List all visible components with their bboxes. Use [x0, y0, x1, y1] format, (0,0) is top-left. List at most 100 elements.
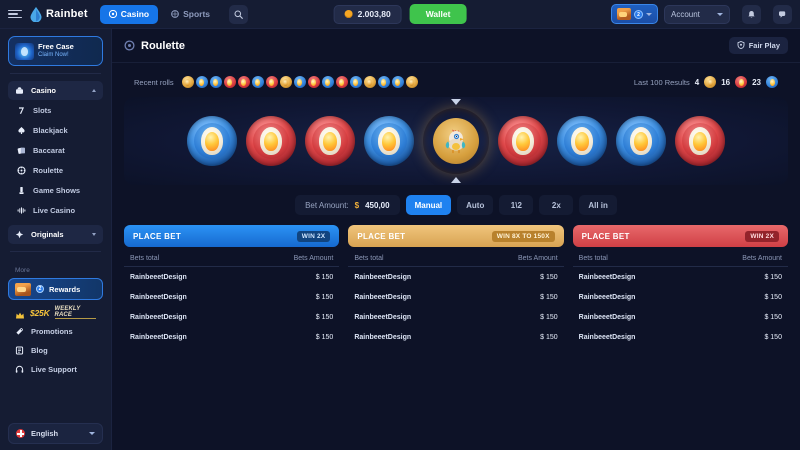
sidebar-item-promotions[interactable]: Promotions: [8, 322, 103, 341]
fair-play-button[interactable]: Fair Play: [728, 37, 788, 54]
brand-name: Rainbet: [46, 8, 88, 20]
bet-amount-cell: $ 150: [315, 293, 334, 301]
tab-sports[interactable]: Sports: [162, 5, 219, 24]
result-count-red: 16: [721, 77, 731, 87]
place-bet-label: PLACE BET: [357, 231, 406, 241]
bet-user-name: RainbeeetDesign: [578, 333, 636, 341]
bet-amount-field[interactable]: Bet Amount: $ 450,00: [295, 195, 400, 215]
bet-user-name: RainbeeetDesign: [578, 313, 636, 321]
game-area: Recent rolls: [112, 63, 800, 450]
bets-table-red: Bets total Bets Amount RainbeeetDesign $…: [572, 255, 788, 347]
table-row[interactable]: RainbeeetDesign $ 150: [348, 307, 563, 327]
rewards-badge: 2: [36, 285, 44, 293]
bet-column-gold: PLACE BET WIN 8X TO 150X Bets total Bets…: [348, 225, 564, 347]
bet-amount-cell: $ 150: [764, 293, 782, 301]
roll-chip: [279, 76, 292, 88]
bet-user-name: RainbeeetDesign: [130, 273, 187, 281]
tab-casino-label: Casino: [120, 9, 150, 19]
roll-chip: [251, 76, 264, 88]
hamburger-icon[interactable]: [8, 9, 22, 19]
sidebar-item-roulette[interactable]: Roulette: [8, 161, 103, 180]
table-row[interactable]: RainbeeetDesign $ 150: [573, 287, 788, 307]
table-row[interactable]: RainbeeetDesign $ 150: [124, 287, 339, 307]
roll-chip: [377, 76, 390, 88]
bet-user-name: RainbeeetDesign: [578, 293, 636, 301]
bet-half-button[interactable]: 1\2: [499, 195, 534, 215]
roll-chip: [181, 76, 194, 88]
table-row[interactable]: RainbeeetDesign $ 150: [124, 267, 339, 287]
sidebar-item-blog[interactable]: Blog: [8, 341, 103, 360]
sidebar-item-game-shows[interactable]: Game Shows: [8, 181, 103, 200]
sidebar-item-baccarat[interactable]: Baccarat: [8, 141, 103, 160]
chat-button[interactable]: [773, 4, 792, 24]
bet-amount-cell: $ 150: [764, 313, 782, 321]
place-bet-button-red[interactable]: PLACE BET WIN 2X: [572, 225, 788, 247]
table-row[interactable]: RainbeeetDesign $ 150: [348, 287, 563, 307]
game-shows-icon: [17, 186, 26, 195]
brand-logo[interactable]: Rainbet: [30, 6, 88, 22]
place-bet-button-blue[interactable]: PLACE BET WIN 2X: [124, 225, 340, 247]
bet-all-in-button[interactable]: All in: [579, 195, 617, 215]
balance-display[interactable]: 2.003,80: [333, 4, 402, 24]
bet-amount-cell: $ 150: [540, 293, 558, 301]
bet-user-name: RainbeeetDesign: [130, 333, 187, 341]
sidebar-item-originals[interactable]: Originals: [8, 225, 103, 244]
sidebar-item-live-casino[interactable]: Live Casino: [8, 201, 103, 220]
tab-sports-label: Sports: [183, 9, 211, 19]
place-bet-button-gold[interactable]: PLACE BET WIN 8X TO 150X: [348, 225, 564, 247]
last-results-label: Last 100 Results: [633, 77, 690, 87]
col-bets-amount: Bets Amount: [517, 255, 558, 262]
table-row[interactable]: RainbeeetDesign $ 150: [573, 307, 788, 327]
originals-icon: [15, 230, 24, 239]
sidebar-item-live-support[interactable]: Live Support: [8, 360, 103, 379]
reel-coin-blue: [557, 116, 607, 166]
tab-casino[interactable]: Casino: [99, 4, 159, 24]
roll-chip: [307, 76, 320, 88]
table-row[interactable]: RainbeeetDesign $ 150: [348, 327, 563, 347]
bets-table-gold: Bets total Bets Amount RainbeeetDesign $…: [348, 255, 564, 347]
rank-chip[interactable]: 2: [611, 4, 658, 24]
bet-amount-cell: $ 150: [315, 273, 334, 281]
top-navigation-bar: Rainbet Casino Sports: [0, 0, 800, 29]
app-body: Free Case Claim Now! Casino S: [0, 29, 800, 450]
reel-coin-red: [246, 116, 296, 166]
roulette-reel: [124, 97, 788, 185]
sidebar-item-casino[interactable]: Casino: [8, 81, 103, 100]
casino-nav-group: Casino Slots Blackjack: [8, 81, 103, 244]
table-row[interactable]: RainbeeetDesign $ 150: [573, 327, 788, 347]
bet-mode-auto[interactable]: Auto: [457, 195, 494, 215]
table-row[interactable]: RainbeeetDesign $ 150: [348, 267, 563, 287]
bet-mode-manual[interactable]: Manual: [405, 195, 452, 215]
promotions-icon: [15, 327, 24, 336]
roll-chip: [293, 76, 306, 88]
roll-chip: [405, 76, 418, 88]
chicken-icon: [441, 124, 471, 159]
sidebar-item-slots[interactable]: Slots: [8, 101, 103, 120]
balance-wallet-group: 2.003,80 Wallet: [333, 4, 467, 24]
language-selector[interactable]: English: [8, 423, 103, 444]
sidebar-item-weekly-race[interactable]: $25K WEEKLY RACE: [8, 303, 103, 322]
search-button[interactable]: [229, 4, 249, 24]
bet-double-button[interactable]: 2x: [539, 195, 574, 215]
sidebar-promotions-label: Promotions: [31, 327, 73, 336]
bet-user-name: RainbeeetDesign: [354, 293, 412, 301]
account-select[interactable]: Account: [664, 4, 730, 24]
table-row[interactable]: RainbeeetDesign $ 150: [124, 307, 339, 327]
chevron-down-icon: [646, 12, 652, 16]
language-label: English: [31, 429, 59, 438]
table-row[interactable]: RainbeeetDesign $ 150: [573, 267, 788, 287]
gift-case-icon: [15, 42, 34, 60]
chat-icon: [778, 10, 787, 19]
sidebar-blog-label: Blog: [31, 346, 48, 355]
table-row[interactable]: RainbeeetDesign $ 150: [124, 327, 339, 347]
casino-icon: [15, 86, 24, 95]
bets-table-blue: Bets total Bets Amount RainbeeetDesign $…: [124, 255, 340, 347]
reel-coin-gold-chicken: [423, 108, 489, 174]
sidebar-item-rewards[interactable]: 2 Rewards: [8, 278, 103, 300]
sidebar-item-blackjack[interactable]: Blackjack: [8, 121, 103, 140]
free-case-banner[interactable]: Free Case Claim Now!: [8, 36, 103, 66]
wallet-button[interactable]: Wallet: [409, 4, 467, 24]
notifications-button[interactable]: [742, 4, 761, 24]
blackjack-icon: [17, 126, 26, 135]
